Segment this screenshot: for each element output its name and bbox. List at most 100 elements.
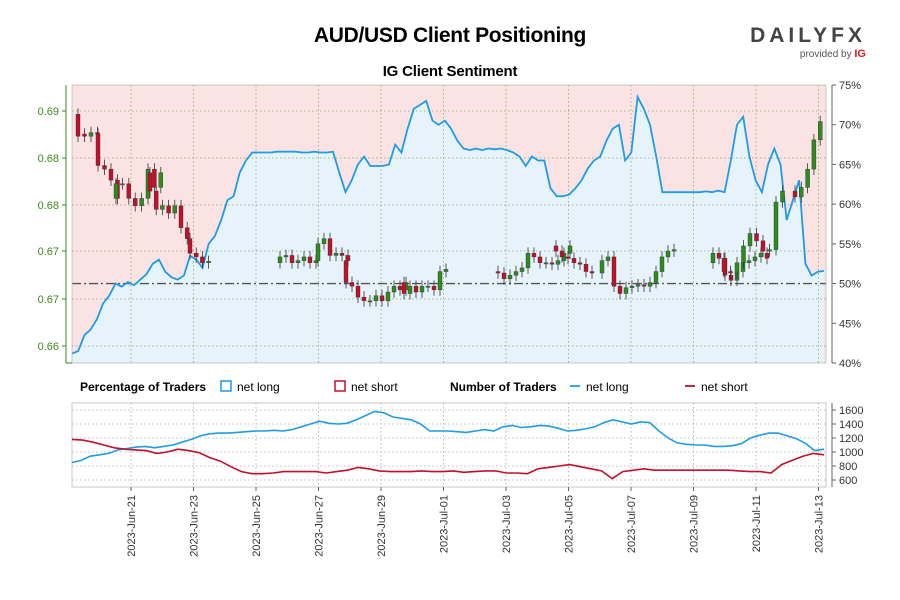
- bull-candle: [623, 287, 629, 294]
- bull-candle: [277, 256, 283, 263]
- bull-candle: [818, 121, 823, 141]
- bear-candle: [501, 272, 507, 280]
- bull-candle: [811, 139, 817, 170]
- bear-candle: [339, 253, 345, 256]
- bull-candle: [758, 253, 764, 258]
- bear-candle: [617, 285, 623, 294]
- bull-candle: [543, 262, 549, 265]
- price-tick-label: 0.67: [38, 294, 59, 306]
- bear-candle: [792, 190, 798, 198]
- bear-candle: [361, 296, 367, 302]
- x-tick-label: 2023-Jul-03: [501, 495, 513, 553]
- traders-tick-label: 1600: [839, 405, 863, 417]
- provided-by-text: provided by: [799, 49, 852, 60]
- x-tick-label: 2023-Jun-27: [314, 495, 326, 557]
- bear-candle: [379, 295, 385, 302]
- bull-candle: [653, 271, 659, 283]
- bull-candle: [315, 243, 321, 261]
- bull-candle: [671, 249, 677, 252]
- bear-candle: [152, 168, 157, 188]
- traders-tick-label: 1400: [839, 419, 863, 431]
- bull-candle: [710, 253, 716, 263]
- dailyfx-logo: DAILYFX provided by IG: [750, 24, 866, 60]
- bull-candle: [659, 256, 665, 272]
- bear-candle: [178, 205, 184, 228]
- bear-candle: [754, 233, 759, 242]
- bear-candle: [147, 172, 153, 192]
- logo-subline: provided by IG: [750, 48, 866, 60]
- bull-candle: [443, 269, 449, 272]
- x-tick-label: 2023-Jun-21: [126, 495, 138, 557]
- bull-candle: [113, 183, 119, 199]
- bear-candle: [495, 271, 501, 274]
- bear-candle: [345, 255, 351, 261]
- bear-candle: [760, 240, 766, 252]
- bull-candle: [139, 198, 144, 206]
- bear-candle: [75, 114, 81, 137]
- price-tick-label: 0.67: [38, 246, 59, 258]
- bear-candle: [102, 165, 107, 170]
- chart-title: AUD/USD Client Positioning: [313, 24, 587, 47]
- bear-candle: [200, 256, 205, 263]
- bull-candle: [88, 132, 94, 137]
- bear-candle: [184, 227, 190, 239]
- bull-candle: [746, 260, 752, 263]
- bear-candle: [355, 285, 361, 298]
- net-long-pct-line: [71, 93, 825, 355]
- bear-candle: [589, 271, 595, 274]
- bull-candle: [767, 249, 772, 252]
- bear-candle: [531, 253, 537, 258]
- traders-tick-label: 800: [839, 461, 857, 473]
- bull-candle: [740, 262, 746, 272]
- bull-candle: [773, 201, 779, 250]
- bull-candle: [419, 285, 425, 293]
- bear-candle: [397, 285, 403, 291]
- bull-candle: [513, 271, 519, 276]
- main-panel-frame: [71, 84, 827, 364]
- x-tick-label: 2023-Jul-05: [564, 495, 576, 553]
- bull-candle: [752, 256, 758, 261]
- bull-candle: [805, 168, 810, 188]
- x-tick-label: 2023-Jun-29: [376, 495, 388, 557]
- bull-candle: [373, 295, 379, 302]
- price-tick-label: 0.69: [38, 106, 59, 118]
- bull-candle: [629, 285, 635, 288]
- bull-candle: [391, 285, 397, 293]
- bull-candle: [172, 205, 178, 214]
- bear-candle: [583, 264, 589, 272]
- pct-tick-label: 75%: [839, 80, 861, 92]
- bull-candle: [295, 260, 301, 263]
- traders-net-long-line: [71, 410, 825, 464]
- bear-candle: [549, 262, 555, 265]
- bear-candle: [431, 285, 437, 291]
- bear-candle: [153, 190, 159, 210]
- bear-candle: [95, 133, 101, 166]
- bear-candle: [721, 258, 727, 272]
- bear-candle: [577, 262, 583, 265]
- bear-candle: [553, 245, 559, 252]
- pct-tick-label: 45%: [839, 318, 861, 330]
- bull-candle: [519, 267, 525, 272]
- bear-candle: [571, 258, 577, 263]
- bull-candle: [799, 187, 804, 198]
- bull-candle: [599, 260, 605, 274]
- bull-candle: [385, 291, 391, 302]
- bull-candle: [525, 253, 531, 269]
- legend-pct-long-label: net long: [237, 380, 280, 394]
- bear-candle: [108, 168, 114, 181]
- legend-num-long-label: net long: [586, 380, 629, 394]
- x-tick-label: 2023-Jun-23: [189, 495, 201, 557]
- bear-candle: [764, 253, 770, 259]
- bear-candle: [413, 285, 419, 293]
- legend-pct-short-label: net short: [351, 380, 398, 394]
- bear-candle: [728, 271, 733, 274]
- bear-candle: [728, 275, 734, 281]
- bull-candle: [321, 238, 327, 244]
- bear-candle: [537, 256, 543, 263]
- bear-candle: [166, 205, 171, 214]
- bear-candle: [187, 238, 193, 254]
- legend-num-title: Number of Traders: [450, 380, 557, 394]
- bull-candle: [206, 261, 211, 263]
- bear-candle: [126, 183, 132, 199]
- logo-wordmark: DAILYFX: [750, 24, 866, 47]
